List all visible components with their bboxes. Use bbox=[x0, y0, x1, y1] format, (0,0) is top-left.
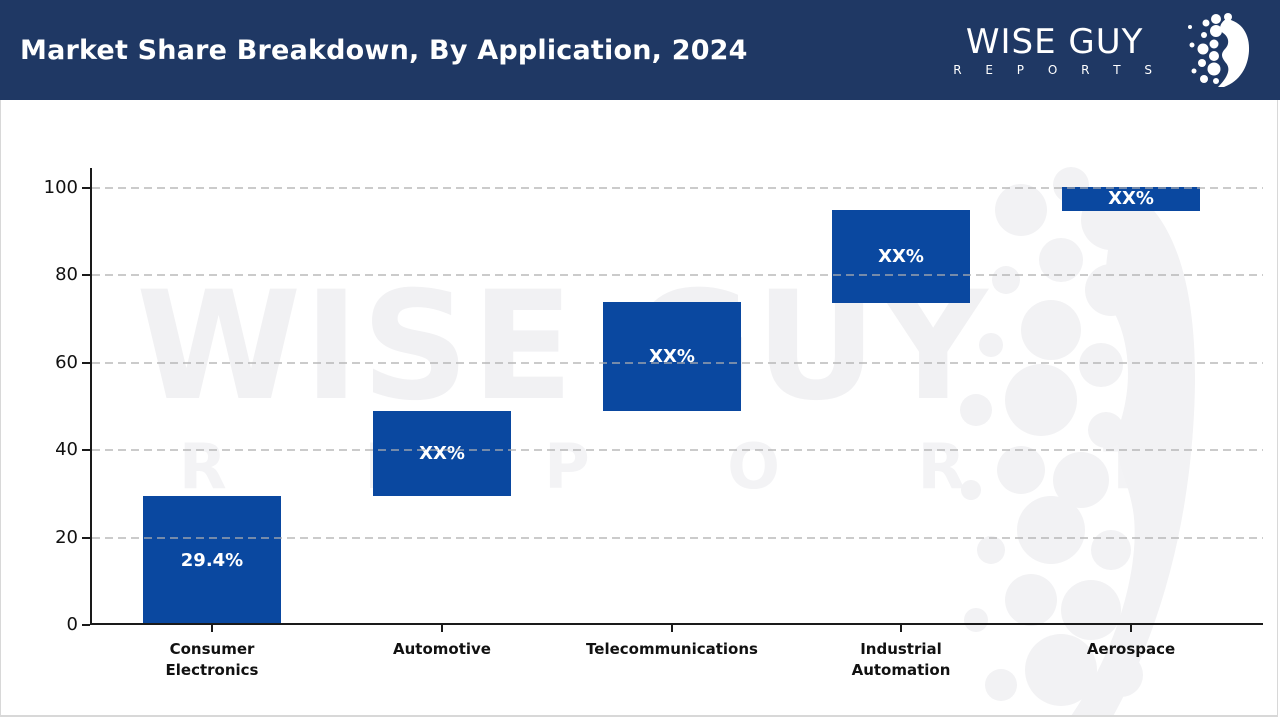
x-tick-label-line: Electronics bbox=[165, 661, 259, 679]
x-tick-mark bbox=[900, 625, 902, 632]
bar: XX% bbox=[603, 302, 741, 412]
gridline bbox=[92, 536, 1263, 539]
x-tick-label: Telecommunications bbox=[557, 639, 787, 660]
y-tick-mark bbox=[82, 274, 90, 276]
y-tick-label: 40 bbox=[55, 439, 78, 460]
brand-logo: WISE GUY R E P O R T S bbox=[947, 11, 1252, 89]
x-tick-mark bbox=[671, 625, 673, 632]
gridline bbox=[92, 274, 1263, 276]
x-axis-line bbox=[90, 623, 1263, 625]
bar-value-label: XX% bbox=[878, 245, 924, 267]
x-tick-label: Industrial Automation bbox=[786, 639, 1016, 681]
x-tick-label: Aerospace bbox=[1016, 639, 1246, 660]
bar-value-label: XX% bbox=[649, 346, 695, 368]
x-tick-label-line: Consumer bbox=[169, 640, 255, 658]
x-tick-mark bbox=[1130, 625, 1132, 632]
y-tick-label: 60 bbox=[55, 351, 78, 373]
x-tick-mark bbox=[441, 625, 443, 632]
dotted-face-icon bbox=[1188, 13, 1250, 87]
bar-value-label: XX% bbox=[1108, 188, 1154, 210]
bar: 29.4% bbox=[143, 496, 281, 625]
y-axis-line bbox=[90, 168, 92, 625]
gridline bbox=[92, 361, 1263, 364]
y-tick-mark bbox=[82, 186, 90, 189]
header-band: Market Share Breakdown, By Application, … bbox=[0, 0, 1280, 100]
y-tick-mark bbox=[82, 449, 90, 451]
x-tick-label: Consumer Electronics bbox=[97, 639, 327, 681]
x-tick-label: Automotive bbox=[327, 639, 557, 660]
y-tick-label: 80 bbox=[55, 264, 78, 285]
bar: XX% bbox=[1062, 186, 1200, 211]
bar-value-label: 29.4% bbox=[180, 550, 244, 572]
bar-value-label: XX% bbox=[419, 443, 465, 465]
x-tick-label-line: Automation bbox=[851, 661, 951, 679]
chart-title: Market Share Breakdown, By Application, … bbox=[20, 34, 748, 66]
y-tick-mark bbox=[82, 361, 90, 364]
watermark-face-icon bbox=[960, 167, 1195, 715]
x-tick-label-line: Industrial bbox=[860, 640, 942, 658]
brand-logo-text: WISE GUY R E P O R T S bbox=[947, 25, 1162, 76]
y-tick-label: 0 bbox=[66, 614, 78, 635]
x-tick-label-line: Telecommunications bbox=[586, 640, 758, 658]
y-tick-label: 100 bbox=[43, 176, 78, 198]
bar: XX% bbox=[832, 209, 970, 303]
brand-subtitle: R E P O R T S bbox=[953, 62, 1162, 77]
gridline bbox=[92, 449, 1263, 451]
y-tick-label: 20 bbox=[55, 526, 78, 548]
brand-name: WISE GUY bbox=[965, 21, 1144, 62]
x-tick-mark bbox=[211, 625, 213, 632]
x-tick-label-line: Automotive bbox=[393, 640, 491, 658]
x-tick-label-line: Aerospace bbox=[1086, 640, 1176, 658]
y-tick-mark bbox=[82, 624, 90, 626]
chart-canvas: WISE GUY R E P O R T S 0 20 40 60 80 100 29.4%… bbox=[0, 100, 1278, 717]
y-tick-mark bbox=[82, 536, 90, 539]
bar: XX% bbox=[373, 411, 511, 497]
gridline bbox=[92, 186, 1263, 189]
